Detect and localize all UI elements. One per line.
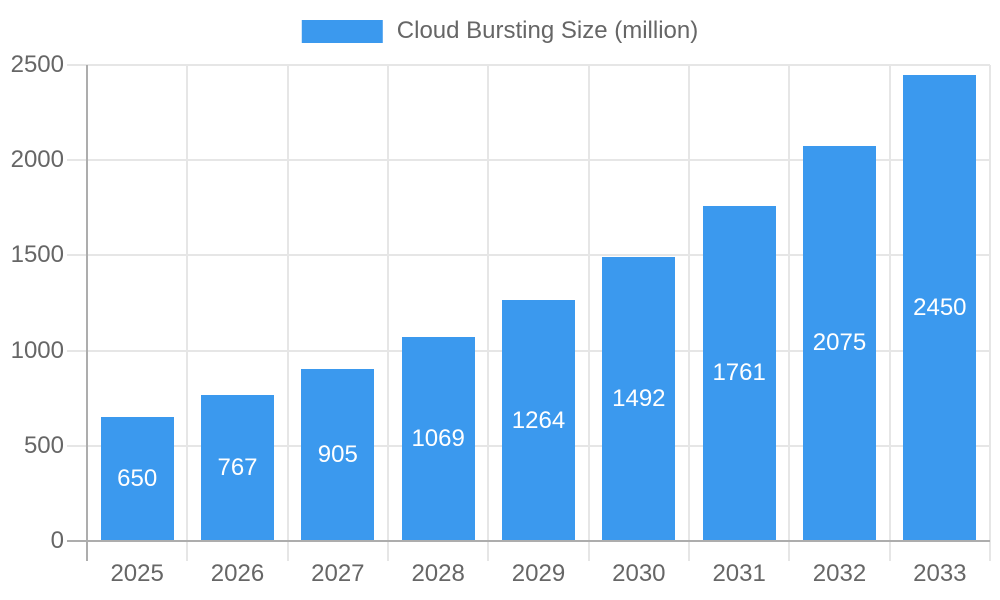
bar[interactable] [201,394,274,541]
y-tick-label: 2500 [10,51,64,78]
bar-value-label: 767 [217,453,258,481]
v-gridline [788,65,791,561]
bar-value-label: 650 [117,465,158,493]
bar[interactable] [502,300,575,541]
bar[interactable] [803,145,876,541]
x-tick-label: 2027 [311,560,365,587]
v-gridline [286,65,289,561]
y-tick-label: 1000 [10,336,64,364]
bar[interactable] [401,337,475,541]
y-tick-label: 0 [50,527,64,554]
bar[interactable] [301,368,375,541]
v-gridline [888,65,891,561]
bar-value-label: 905 [317,440,358,468]
bar[interactable] [100,417,174,541]
bar-value-label: 2450 [913,293,967,321]
x-axis-line [67,540,990,542]
x-tick-label: 2031 [712,560,766,587]
y-tick-label: 1500 [10,241,64,269]
x-tick-label: 2029 [511,560,566,587]
y-tick-label: 500 [23,431,64,459]
v-gridline [989,65,991,561]
chart-legend[interactable]: Cloud Bursting Size (million) [301,17,699,45]
y-axis-line [86,65,88,561]
legend-label: Cloud Bursting Size (million) [396,17,699,44]
v-gridline [587,65,590,561]
legend-color-swatch [301,19,383,43]
v-gridline [186,65,189,561]
bar-value-label: 1761 [712,359,766,387]
bar-value-label: 1492 [612,384,666,412]
x-tick-label: 2033 [913,560,967,587]
x-tick-label: 2026 [210,560,265,587]
h-gridline [67,159,990,162]
y-tick-label: 2000 [10,146,64,174]
h-gridline [67,254,990,257]
bar-value-label: 1264 [511,406,566,434]
bar-value-label: 2075 [812,329,867,357]
bar[interactable] [602,256,676,541]
x-tick-label: 2028 [411,560,465,587]
bar[interactable] [903,74,977,541]
bar[interactable] [702,205,776,541]
v-gridline [688,65,690,561]
x-tick-label: 2032 [812,560,867,587]
x-tick-label: 2030 [612,560,666,587]
v-gridline [387,65,389,561]
h-gridline [67,64,990,66]
x-tick-label: 2025 [110,560,164,587]
bar-value-label: 1069 [411,425,465,453]
v-gridline [487,65,490,561]
